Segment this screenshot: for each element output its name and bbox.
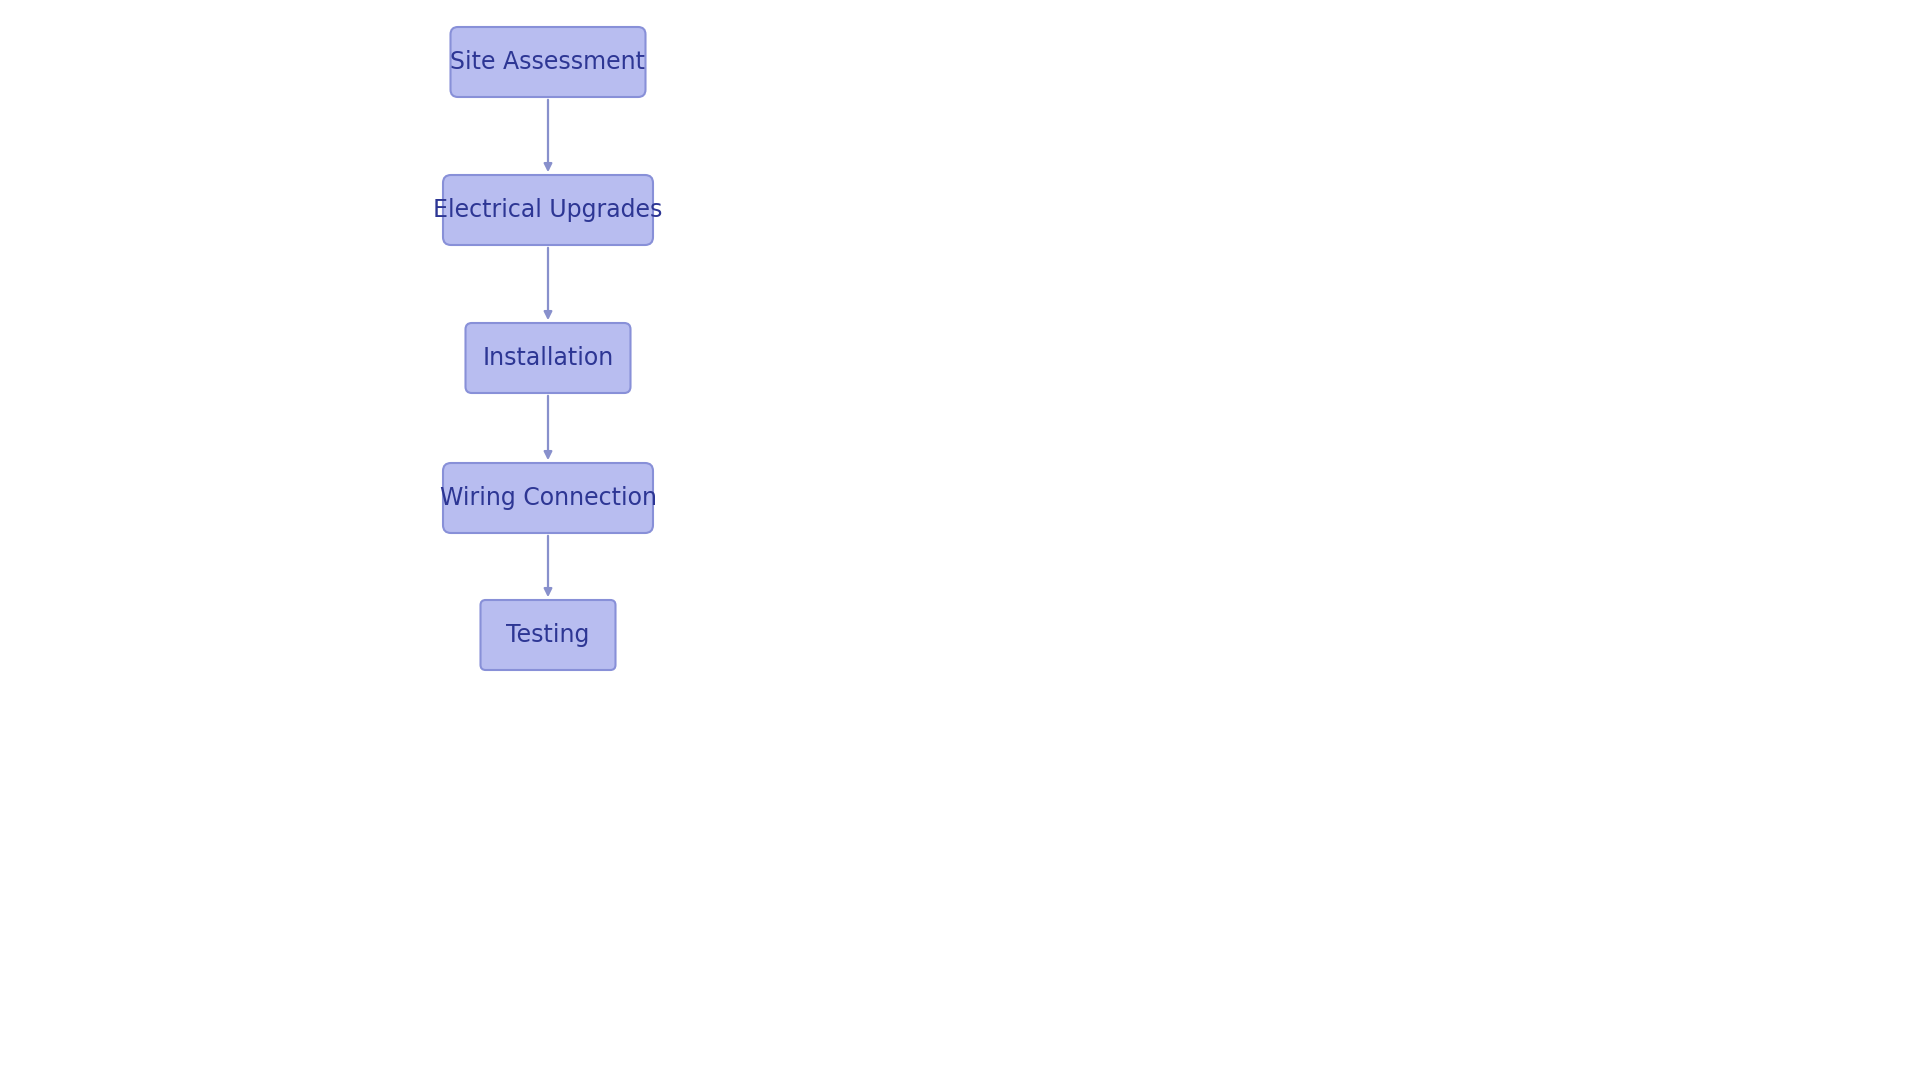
FancyBboxPatch shape xyxy=(465,323,630,393)
Text: Site Assessment: Site Assessment xyxy=(451,50,645,74)
FancyBboxPatch shape xyxy=(444,175,653,245)
Text: Wiring Connection: Wiring Connection xyxy=(440,486,657,510)
Text: Testing: Testing xyxy=(507,623,589,647)
FancyBboxPatch shape xyxy=(451,27,645,97)
FancyBboxPatch shape xyxy=(444,464,653,533)
Text: Installation: Installation xyxy=(482,345,614,370)
Text: Electrical Upgrades: Electrical Upgrades xyxy=(434,198,662,222)
FancyBboxPatch shape xyxy=(480,600,616,670)
